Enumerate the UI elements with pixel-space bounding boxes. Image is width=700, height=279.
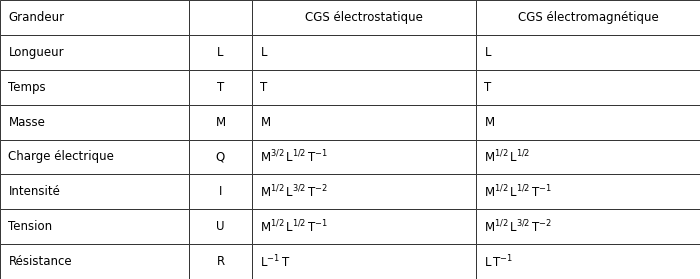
- Text: Temps: Temps: [8, 81, 46, 94]
- Text: $\mathregular{M}^{3/2}\,\mathregular{L}^{1/2}\,\mathregular{T}^{-1}$: $\mathregular{M}^{3/2}\,\mathregular{L}^…: [260, 149, 328, 165]
- Bar: [252, 0, 476, 35]
- Bar: [476, 140, 700, 174]
- Text: $\mathregular{M}^{1/2}\,\mathregular{L}^{3/2}\,\mathregular{T}^{-2}$: $\mathregular{M}^{1/2}\,\mathregular{L}^…: [260, 184, 328, 200]
- Text: Longueur: Longueur: [8, 46, 64, 59]
- Bar: [252, 70, 476, 105]
- Bar: [476, 0, 700, 35]
- Text: R: R: [216, 255, 225, 268]
- Text: Intensité: Intensité: [8, 185, 60, 198]
- Text: $\mathregular{M}^{1/2}\,\mathregular{L}^{1/2}\,\mathregular{T}^{-1}$: $\mathregular{M}^{1/2}\,\mathregular{L}^…: [260, 218, 328, 235]
- Bar: [476, 70, 700, 105]
- Text: M: M: [216, 116, 225, 129]
- Bar: [189, 35, 252, 70]
- Bar: [476, 244, 700, 279]
- Text: T: T: [484, 81, 491, 94]
- Text: $\mathregular{L}^{-1}\,\mathregular{T}$: $\mathregular{L}^{-1}\,\mathregular{T}$: [260, 253, 290, 270]
- Text: U: U: [216, 220, 225, 233]
- Bar: [476, 35, 700, 70]
- Text: M: M: [260, 116, 270, 129]
- Text: Résistance: Résistance: [8, 255, 72, 268]
- Text: T: T: [217, 81, 224, 94]
- Bar: [189, 140, 252, 174]
- Text: L: L: [260, 46, 267, 59]
- Bar: [252, 105, 476, 140]
- Text: Grandeur: Grandeur: [8, 11, 64, 24]
- Bar: [189, 105, 252, 140]
- Bar: [189, 174, 252, 209]
- Text: Q: Q: [216, 150, 225, 163]
- Text: $\mathregular{M}^{1/2}\,\mathregular{L}^{1/2}$: $\mathregular{M}^{1/2}\,\mathregular{L}^…: [484, 149, 531, 165]
- Text: CGS électrostatique: CGS électrostatique: [305, 11, 423, 24]
- Text: $\mathregular{M}^{1/2}\,\mathregular{L}^{3/2}\,\mathregular{T}^{-2}$: $\mathregular{M}^{1/2}\,\mathregular{L}^…: [484, 218, 552, 235]
- Text: Tension: Tension: [8, 220, 52, 233]
- Bar: [0, 174, 189, 209]
- Text: L: L: [217, 46, 224, 59]
- Text: M: M: [484, 116, 494, 129]
- Bar: [189, 244, 252, 279]
- Text: T: T: [260, 81, 267, 94]
- Text: Charge électrique: Charge électrique: [8, 150, 114, 163]
- Text: $\mathregular{L}\,\mathregular{T}^{-1}$: $\mathregular{L}\,\mathregular{T}^{-1}$: [484, 253, 514, 270]
- Bar: [0, 35, 189, 70]
- Text: I: I: [219, 185, 222, 198]
- Bar: [189, 209, 252, 244]
- Bar: [189, 70, 252, 105]
- Bar: [189, 0, 252, 35]
- Bar: [476, 105, 700, 140]
- Bar: [0, 105, 189, 140]
- Bar: [476, 174, 700, 209]
- Bar: [0, 209, 189, 244]
- Text: $\mathregular{M}^{1/2}\,\mathregular{L}^{1/2}\,\mathregular{T}^{-1}$: $\mathregular{M}^{1/2}\,\mathregular{L}^…: [484, 184, 552, 200]
- Bar: [252, 244, 476, 279]
- Text: CGS électromagnétique: CGS électromagnétique: [517, 11, 659, 24]
- Bar: [0, 0, 189, 35]
- Text: Masse: Masse: [8, 116, 46, 129]
- Bar: [476, 209, 700, 244]
- Text: L: L: [484, 46, 491, 59]
- Bar: [0, 70, 189, 105]
- Bar: [252, 174, 476, 209]
- Bar: [252, 209, 476, 244]
- Bar: [252, 140, 476, 174]
- Bar: [0, 244, 189, 279]
- Bar: [0, 140, 189, 174]
- Bar: [252, 35, 476, 70]
